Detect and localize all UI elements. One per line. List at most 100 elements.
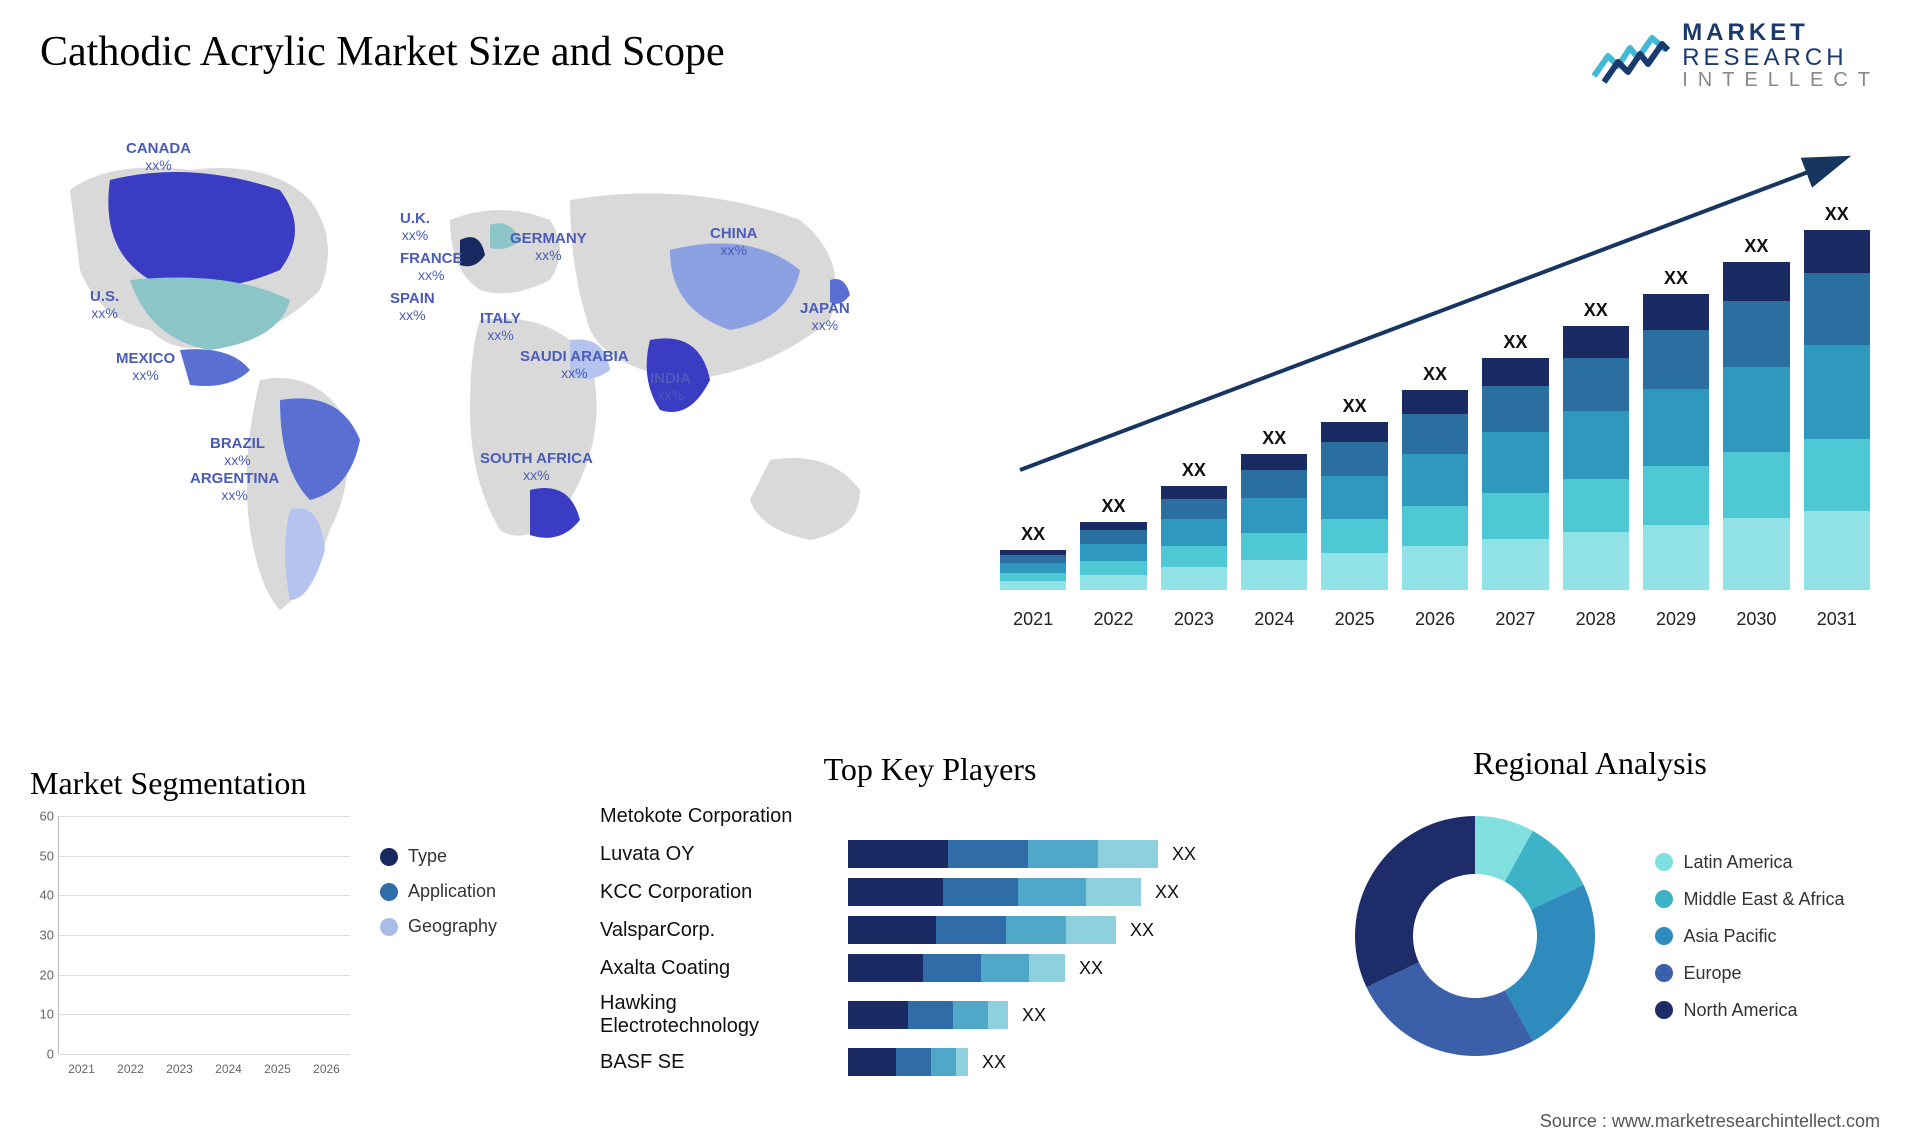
key-players-panel: Top Key Players Metokote Corporation Luva…: [600, 751, 1260, 1076]
seg-xaxis-label: 2021: [62, 1062, 101, 1076]
map-label: SOUTH AFRICAxx%: [480, 450, 593, 483]
map-label: JAPANxx%: [800, 300, 850, 333]
seg-ytick: 30: [40, 928, 54, 943]
growth-bar: XX: [1643, 294, 1709, 590]
seg-legend-item: Application: [380, 881, 497, 902]
regional-panel: Regional Analysis Latin America Middle Ea…: [1310, 745, 1870, 1076]
player-bar: [848, 916, 1116, 944]
seg-ytick: 0: [47, 1047, 54, 1062]
seg-xaxis-label: 2025: [258, 1062, 297, 1076]
map-label: ITALYxx%: [480, 310, 521, 343]
seg-xaxis-label: 2023: [160, 1062, 199, 1076]
seg-xaxis-label: 2024: [209, 1062, 248, 1076]
logo-text: MARKET RESEARCH INTELLECT: [1682, 20, 1880, 91]
player-name: BASF SE: [600, 1051, 830, 1074]
growth-bar-value: XX: [1563, 300, 1629, 321]
legend-swatch: [1655, 1001, 1673, 1019]
legend-label: Asia Pacific: [1683, 926, 1776, 947]
legend-label: North America: [1683, 1000, 1797, 1021]
legend-swatch: [1655, 853, 1673, 871]
growth-bar: XX: [1161, 486, 1227, 590]
region-legend-item: North America: [1655, 1000, 1844, 1021]
region-legend-item: Latin America: [1655, 852, 1844, 873]
player-name: KCC Corporation: [600, 881, 830, 904]
logo-line-3: INTELLECT: [1682, 70, 1880, 91]
map-label: U.S.xx%: [90, 288, 119, 321]
player-name: Axalta Coating: [600, 957, 830, 980]
growth-xaxis-label: 2024: [1241, 609, 1307, 630]
player-row: Hawking Electrotechnology XX: [600, 992, 1260, 1038]
map-label: MEXICOxx%: [116, 350, 175, 383]
map-label: U.K.xx%: [400, 210, 430, 243]
growth-xaxis-label: 2029: [1643, 609, 1709, 630]
growth-bar-value: XX: [1482, 332, 1548, 353]
growth-bar-value: XX: [1643, 268, 1709, 289]
legend-swatch: [1655, 927, 1673, 945]
legend-label: Latin America: [1683, 852, 1792, 873]
growth-bar: XX: [1723, 262, 1789, 590]
growth-bar-value: XX: [1080, 496, 1146, 517]
logo-mark-icon: [1590, 26, 1670, 86]
player-value: XX: [1130, 920, 1154, 941]
key-players-title: Top Key Players: [600, 751, 1260, 788]
seg-ytick: 50: [40, 848, 54, 863]
player-row: BASF SE XX: [600, 1048, 1260, 1076]
growth-bar-value: XX: [1321, 396, 1387, 417]
world-map-svg: [30, 130, 900, 660]
logo-line-1: MARKET: [1682, 20, 1880, 45]
regional-donut: [1335, 796, 1615, 1076]
seg-ytick: 20: [40, 967, 54, 982]
player-row: Luvata OY XX: [600, 840, 1260, 868]
player-value: XX: [1172, 844, 1196, 865]
growth-bar: XX: [1321, 422, 1387, 590]
player-value: XX: [1155, 882, 1179, 903]
player-value: XX: [982, 1052, 1006, 1073]
growth-xaxis-label: 2027: [1482, 609, 1548, 630]
seg-ytick: 40: [40, 888, 54, 903]
growth-bar-value: XX: [1161, 460, 1227, 481]
player-row: KCC Corporation XX: [600, 878, 1260, 906]
map-label: FRANCExx%: [400, 250, 463, 283]
player-name: Hawking Electrotechnology: [600, 992, 830, 1038]
player-bar: [848, 840, 1158, 868]
growth-xaxis-label: 2025: [1321, 609, 1387, 630]
growth-bar-value: XX: [1000, 524, 1066, 545]
seg-xaxis-label: 2022: [111, 1062, 150, 1076]
regional-legend: Latin America Middle East & Africa Asia Pa…: [1655, 852, 1844, 1021]
player-bar: [848, 878, 1141, 906]
region-legend-item: Middle East & Africa: [1655, 889, 1844, 910]
growth-xaxis-label: 2021: [1000, 609, 1066, 630]
player-row: Axalta CoatingXX: [600, 954, 1260, 982]
legend-swatch: [380, 848, 398, 866]
map-label: CANADAxx%: [126, 140, 191, 173]
legend-swatch: [1655, 890, 1673, 908]
legend-label: Geography: [408, 916, 497, 937]
player-name: ValsparCorp.: [600, 919, 830, 942]
growth-bar-value: XX: [1241, 428, 1307, 449]
player-name: Luvata OY: [600, 843, 830, 866]
seg-ytick: 60: [40, 809, 54, 824]
regional-title: Regional Analysis: [1310, 745, 1870, 782]
legend-swatch: [1655, 964, 1673, 982]
legend-label: Application: [408, 881, 496, 902]
player-bar: [848, 1048, 968, 1076]
growth-chart: XXXXXXXXXXXXXXXXXXXXXX 20212022202320242…: [1000, 140, 1870, 630]
growth-bar: XX: [1402, 390, 1468, 590]
growth-bar: XX: [1080, 522, 1146, 590]
seg-legend-item: Geography: [380, 916, 497, 937]
player-name: Metokote Corporation: [600, 805, 830, 828]
map-label: CHINAxx%: [710, 225, 758, 258]
player-bar: [848, 1001, 1008, 1029]
map-label: SPAINxx%: [390, 290, 435, 323]
segmentation-chart: 0102030405060 202120222023202420252026: [30, 816, 350, 1076]
brand-logo: MARKET RESEARCH INTELLECT: [1590, 20, 1880, 91]
player-row: Metokote Corporation: [600, 802, 1260, 830]
legend-swatch: [380, 883, 398, 901]
growth-bar: XX: [1000, 550, 1066, 590]
growth-bar-value: XX: [1723, 236, 1789, 257]
growth-xaxis-label: 2030: [1723, 609, 1789, 630]
player-value: XX: [1022, 1005, 1046, 1026]
map-label: INDIAxx%: [650, 370, 691, 403]
donut-slice: [1355, 816, 1475, 987]
growth-xaxis-label: 2031: [1804, 609, 1870, 630]
